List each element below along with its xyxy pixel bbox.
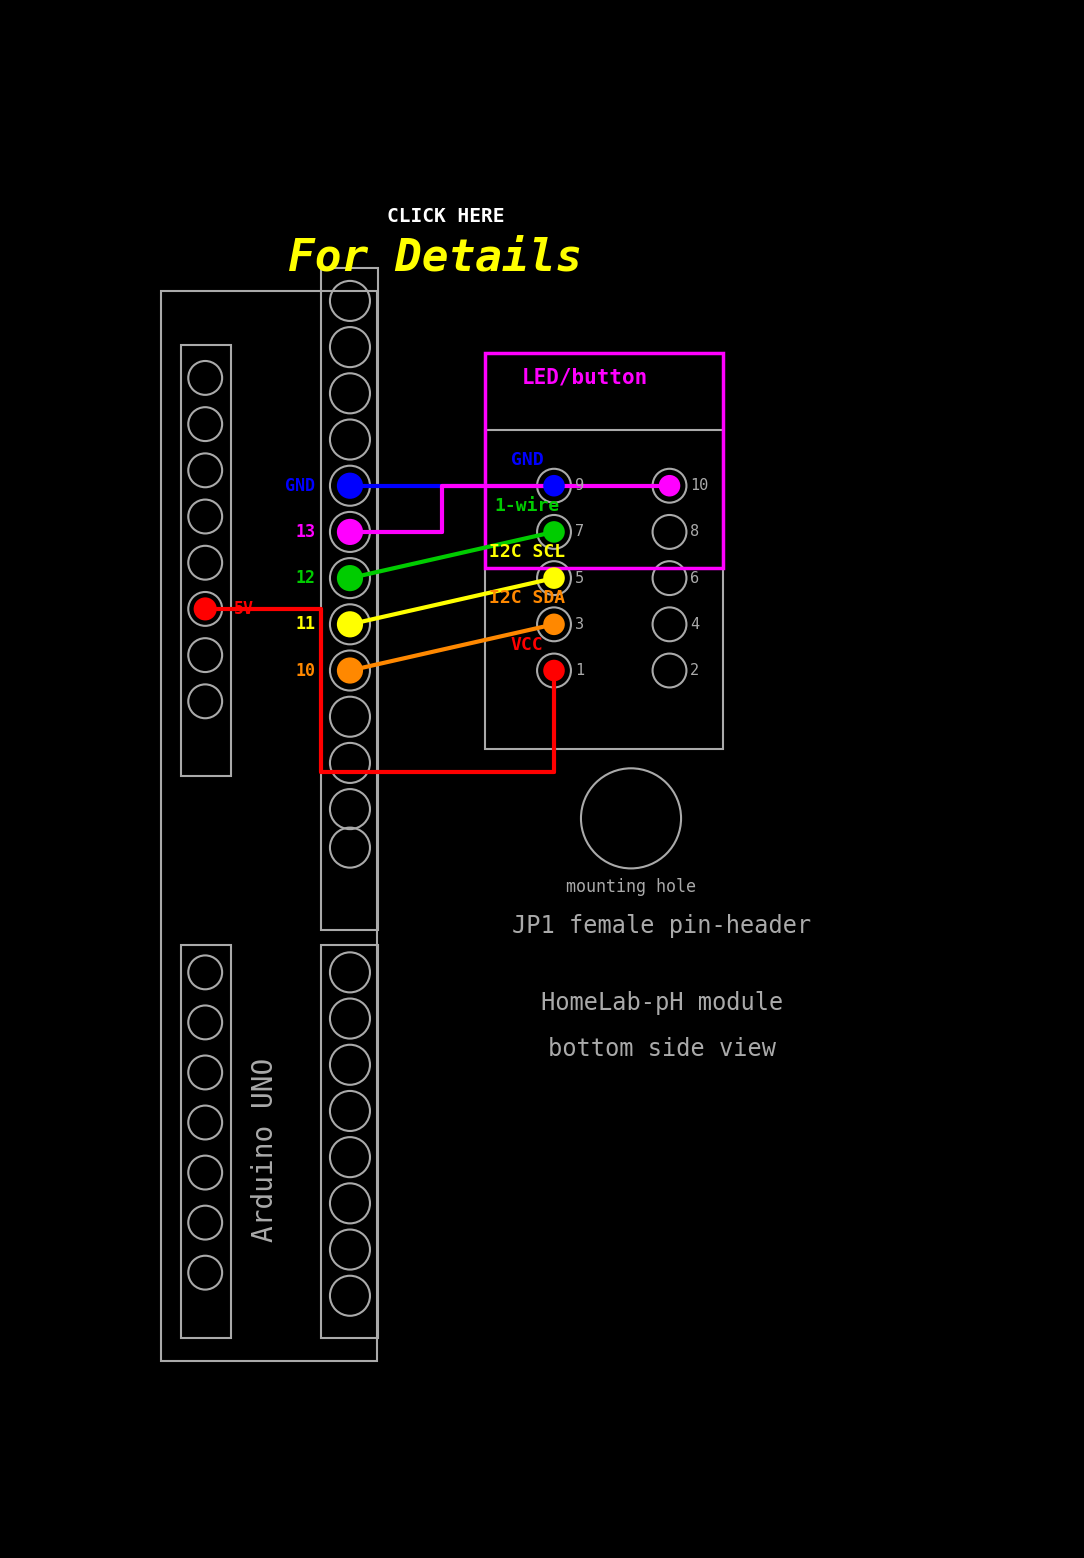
Circle shape [337,657,363,684]
Text: GND: GND [285,477,315,495]
Text: GND: GND [511,450,543,469]
Text: I2C SCL: I2C SCL [489,544,565,561]
Text: 8: 8 [691,525,699,539]
Text: LED/button: LED/button [521,368,648,388]
Text: 9: 9 [575,478,584,494]
Text: mounting hole: mounting hole [566,879,696,896]
Circle shape [543,614,565,636]
Text: 5: 5 [575,570,584,586]
Text: 1-wire: 1-wire [494,497,559,516]
Text: 4: 4 [691,617,699,633]
Text: Arduino UNO: Arduino UNO [251,1058,280,1242]
Circle shape [543,475,565,497]
Bar [181,946,231,1338]
Text: 1: 1 [575,664,584,678]
Text: 6: 6 [691,570,699,586]
Text: bottom side view: bottom side view [547,1038,776,1061]
Bar [485,352,723,569]
Circle shape [337,611,363,637]
Text: For Details: For Details [287,237,582,279]
Circle shape [659,475,681,497]
Text: 2: 2 [691,664,699,678]
Circle shape [337,519,363,545]
Text: HomeLab-pH module: HomeLab-pH module [541,991,783,1016]
Text: CLICK HERE: CLICK HERE [387,207,505,226]
Circle shape [337,566,363,590]
Bar [321,268,378,930]
Circle shape [337,472,363,499]
Text: 11: 11 [295,615,315,633]
Bar [321,946,378,1338]
Bar [181,344,231,776]
Bar [485,430,723,749]
Text: JP1 female pin-header: JP1 female pin-header [512,915,812,938]
Circle shape [543,567,565,589]
Bar [162,291,377,1362]
Circle shape [543,520,565,542]
Text: VCC: VCC [511,636,543,653]
Text: I2C SDA: I2C SDA [489,589,565,608]
Text: 13: 13 [295,523,315,541]
Text: 5V: 5V [234,600,254,619]
Circle shape [543,659,565,681]
Text: 7: 7 [575,525,584,539]
Text: 10: 10 [295,662,315,679]
Circle shape [194,597,217,620]
Text: 12: 12 [295,569,315,587]
Text: 3: 3 [575,617,584,633]
Text: 10: 10 [691,478,709,494]
